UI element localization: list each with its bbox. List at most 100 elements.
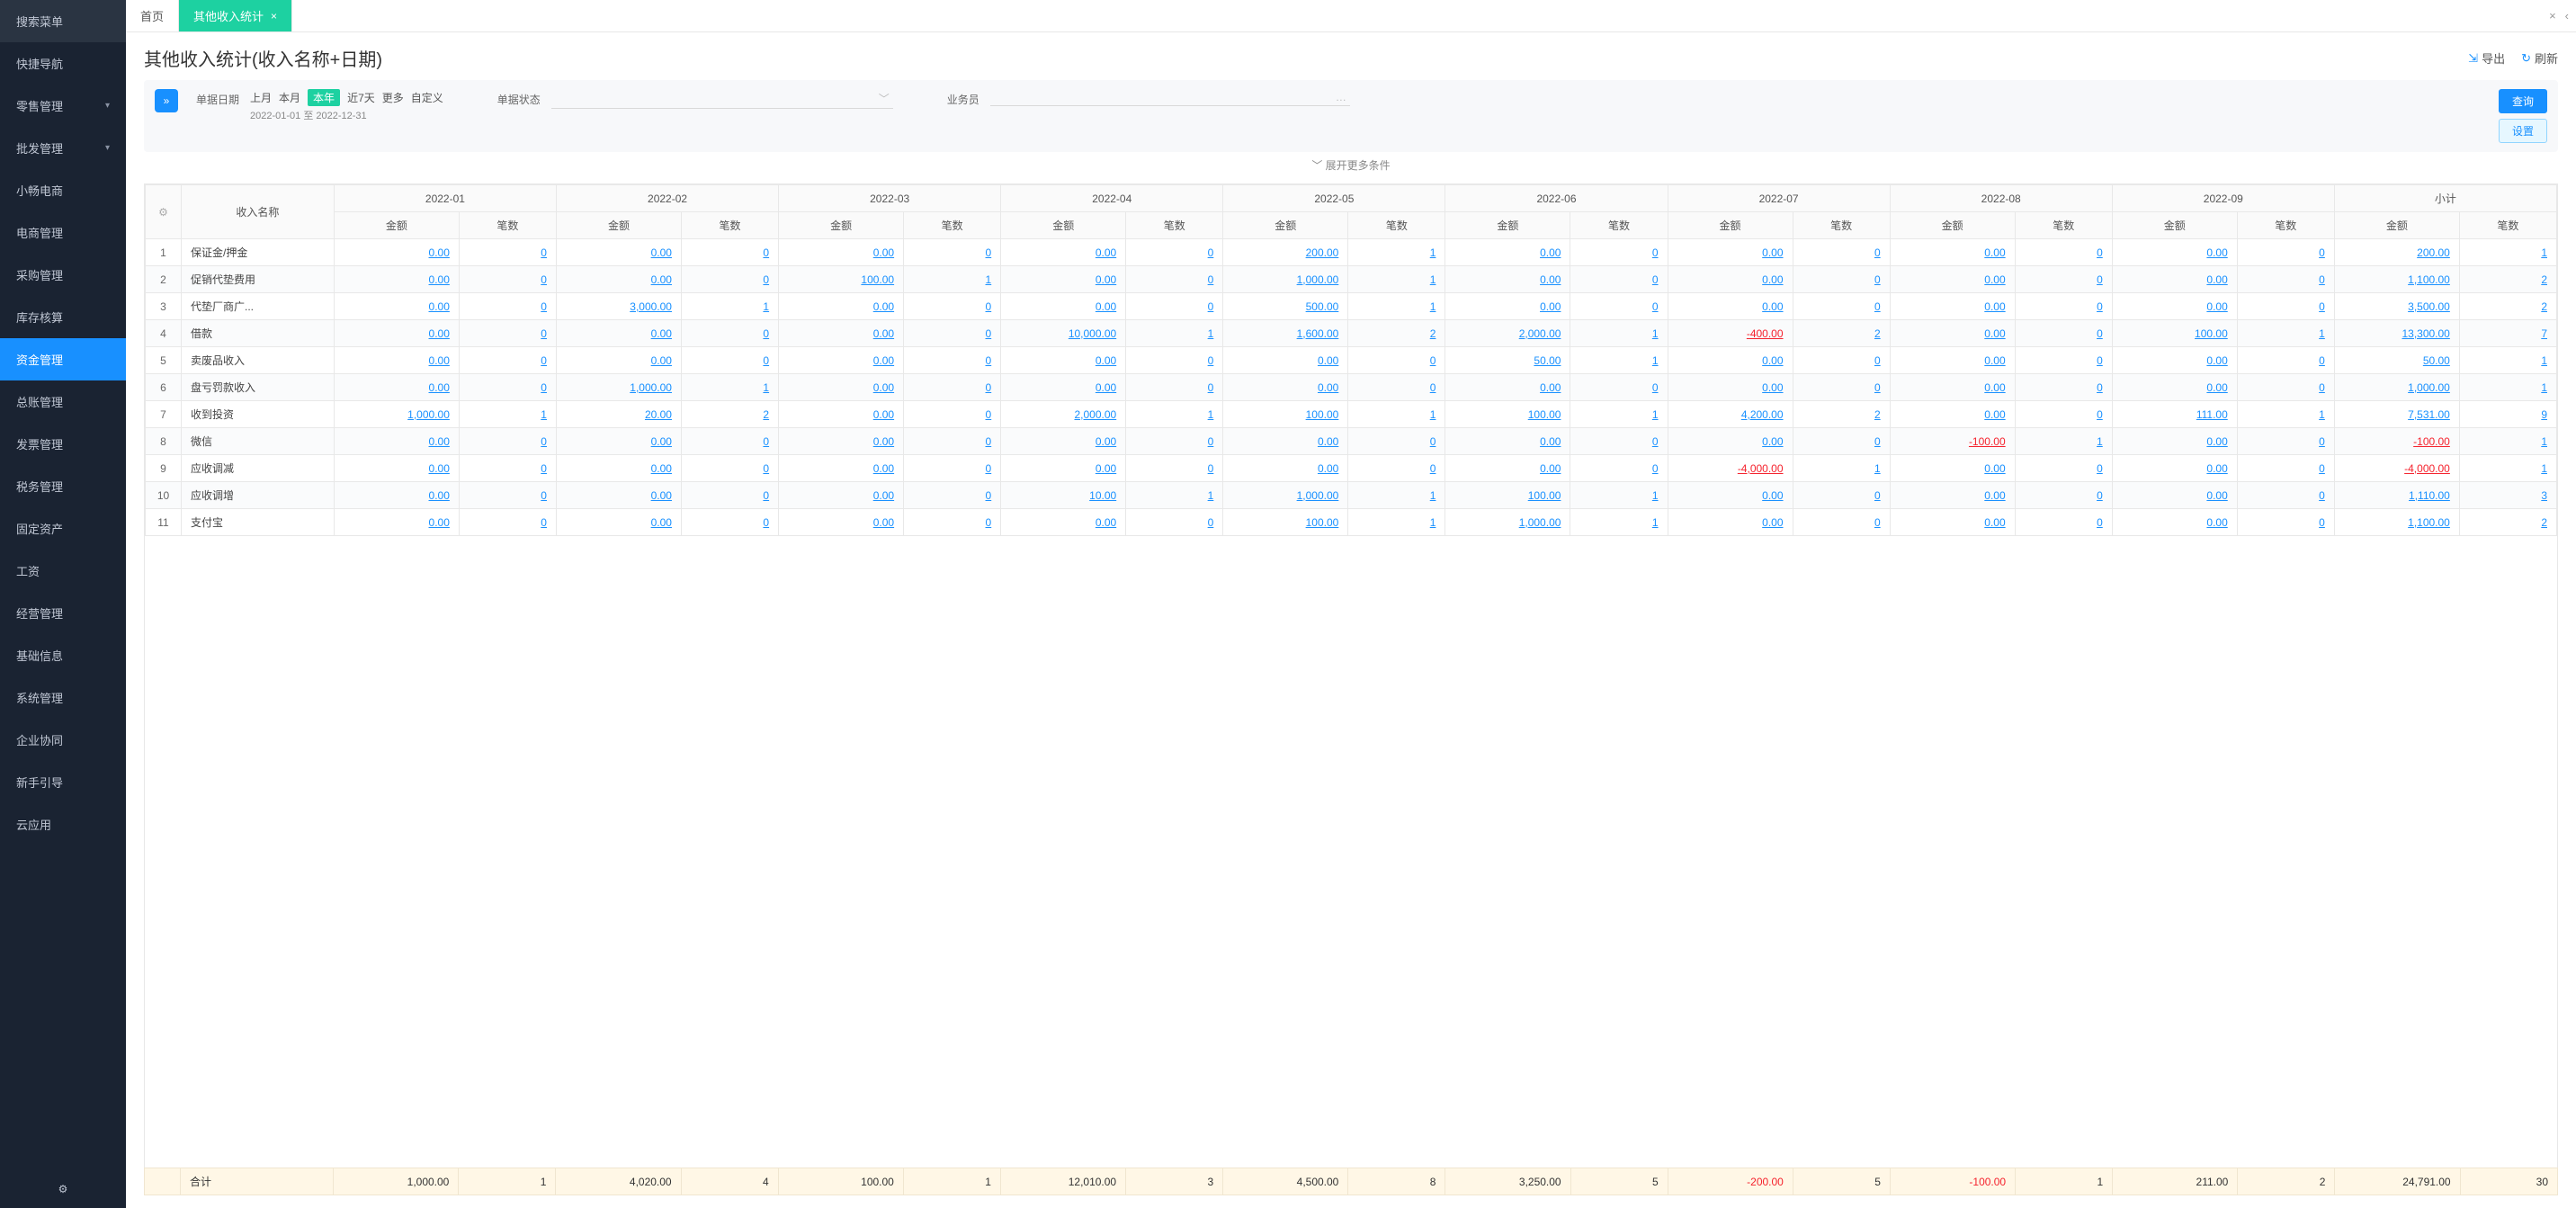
cell-count[interactable]: 0 bbox=[1793, 374, 1890, 401]
cell-amount[interactable]: 0.00 bbox=[556, 428, 681, 455]
cell-count[interactable]: 0 bbox=[681, 320, 778, 347]
cell-count[interactable]: 2 bbox=[1348, 320, 1445, 347]
cell-subtotal-cnt[interactable]: 2 bbox=[2459, 509, 2556, 536]
cell-amount[interactable]: 10.00 bbox=[1001, 482, 1126, 509]
cell-amount[interactable]: 500.00 bbox=[1223, 293, 1348, 320]
cell-amount[interactable]: 0.00 bbox=[1890, 320, 2015, 347]
cell-count[interactable]: 1 bbox=[1793, 455, 1890, 482]
cell-amount[interactable]: 0.00 bbox=[1223, 347, 1348, 374]
cell-count[interactable]: 1 bbox=[2237, 401, 2334, 428]
cell-count[interactable]: 0 bbox=[1793, 428, 1890, 455]
sidebar-item[interactable]: 资金管理 bbox=[0, 338, 126, 380]
cell-count[interactable]: 1 bbox=[681, 374, 778, 401]
sidebar-item[interactable]: 库存核算 bbox=[0, 296, 126, 338]
cell-count[interactable]: 0 bbox=[681, 347, 778, 374]
cell-count[interactable]: 0 bbox=[2237, 347, 2334, 374]
cell-count[interactable]: 0 bbox=[1126, 347, 1223, 374]
cell-subtotal-cnt[interactable]: 1 bbox=[2459, 428, 2556, 455]
cell-amount[interactable]: 0.00 bbox=[1668, 293, 1793, 320]
cell-amount[interactable]: 0.00 bbox=[1223, 428, 1348, 455]
cell-amount[interactable]: 0.00 bbox=[1668, 266, 1793, 293]
sidebar-item[interactable]: 企业协同 bbox=[0, 719, 126, 761]
cell-amount[interactable]: 0.00 bbox=[1223, 455, 1348, 482]
cell-count[interactable]: 0 bbox=[1570, 293, 1668, 320]
cell-amount[interactable]: 0.00 bbox=[779, 320, 904, 347]
cell-amount[interactable]: 0.00 bbox=[779, 239, 904, 266]
cell-subtotal-amt[interactable]: -100.00 bbox=[2334, 428, 2459, 455]
search-button[interactable]: 查询 bbox=[2499, 89, 2547, 113]
cell-count[interactable]: 0 bbox=[2237, 374, 2334, 401]
cell-amount[interactable]: 0.00 bbox=[1890, 266, 2015, 293]
cell-count[interactable]: 1 bbox=[1570, 401, 1668, 428]
cell-subtotal-cnt[interactable]: 1 bbox=[2459, 455, 2556, 482]
cell-count[interactable]: 0 bbox=[1570, 239, 1668, 266]
cell-count[interactable]: 0 bbox=[1570, 455, 1668, 482]
cell-subtotal-amt[interactable]: 1,100.00 bbox=[2334, 509, 2459, 536]
cell-amount[interactable]: 200.00 bbox=[1223, 239, 1348, 266]
cell-count[interactable]: 0 bbox=[2237, 266, 2334, 293]
cell-count[interactable]: 0 bbox=[681, 266, 778, 293]
cell-count[interactable]: 0 bbox=[1570, 428, 1668, 455]
sidebar-item[interactable]: 搜索菜单 bbox=[0, 0, 126, 42]
cell-amount[interactable]: 0.00 bbox=[1445, 374, 1570, 401]
cell-count[interactable]: 1 bbox=[1348, 509, 1445, 536]
cell-amount[interactable]: 3,000.00 bbox=[556, 293, 681, 320]
cell-count[interactable]: 0 bbox=[1126, 239, 1223, 266]
cell-amount[interactable]: 0.00 bbox=[1890, 455, 2015, 482]
cell-amount[interactable]: 0.00 bbox=[1668, 347, 1793, 374]
date-option[interactable]: 上月 bbox=[250, 90, 272, 105]
cell-count[interactable]: 0 bbox=[2237, 428, 2334, 455]
cell-count[interactable]: 1 bbox=[1348, 293, 1445, 320]
cell-amount[interactable]: 1,000.00 bbox=[556, 374, 681, 401]
column-settings-button[interactable]: ⚙ bbox=[146, 185, 182, 239]
cell-count[interactable]: 0 bbox=[904, 293, 1001, 320]
cell-count[interactable]: 0 bbox=[2015, 239, 2112, 266]
cell-count[interactable]: 0 bbox=[2015, 374, 2112, 401]
cell-amount[interactable]: 2,000.00 bbox=[1001, 401, 1126, 428]
date-option[interactable]: 本月 bbox=[279, 90, 300, 105]
cell-count[interactable]: 0 bbox=[904, 455, 1001, 482]
cell-amount[interactable]: 0.00 bbox=[1001, 428, 1126, 455]
sidebar-settings[interactable]: ⚙ bbox=[0, 1170, 126, 1208]
cell-amount[interactable]: 0.00 bbox=[556, 320, 681, 347]
cell-amount[interactable]: 0.00 bbox=[1890, 374, 2015, 401]
cell-count[interactable]: 0 bbox=[2015, 320, 2112, 347]
cell-count[interactable]: 0 bbox=[1348, 455, 1445, 482]
cell-count[interactable]: 0 bbox=[459, 482, 556, 509]
cell-count[interactable]: 0 bbox=[1126, 428, 1223, 455]
sidebar-item[interactable]: 小畅电商 bbox=[0, 169, 126, 211]
cell-amount[interactable]: 100.00 bbox=[1223, 401, 1348, 428]
cell-count[interactable]: 0 bbox=[2015, 347, 2112, 374]
sidebar-item[interactable]: 发票管理 bbox=[0, 423, 126, 465]
cell-count[interactable]: 1 bbox=[1126, 482, 1223, 509]
cell-count[interactable]: 0 bbox=[1793, 482, 1890, 509]
cell-count[interactable]: 0 bbox=[1570, 266, 1668, 293]
cell-subtotal-amt[interactable]: 13,300.00 bbox=[2334, 320, 2459, 347]
cell-amount[interactable]: 0.00 bbox=[1223, 374, 1348, 401]
cell-amount[interactable]: 0.00 bbox=[1668, 509, 1793, 536]
cell-amount[interactable]: 0.00 bbox=[1001, 266, 1126, 293]
cell-count[interactable]: 0 bbox=[1348, 347, 1445, 374]
cell-count[interactable]: 1 bbox=[1570, 347, 1668, 374]
cell-amount[interactable]: 100.00 bbox=[1445, 482, 1570, 509]
cell-count[interactable]: 0 bbox=[681, 239, 778, 266]
date-option[interactable]: 本年 bbox=[308, 89, 340, 106]
cell-amount[interactable]: 0.00 bbox=[1668, 374, 1793, 401]
cell-amount[interactable]: 0.00 bbox=[779, 428, 904, 455]
cell-amount[interactable]: 0.00 bbox=[556, 455, 681, 482]
cell-count[interactable]: 0 bbox=[904, 428, 1001, 455]
cell-count[interactable]: 0 bbox=[1793, 347, 1890, 374]
cell-amount[interactable]: 50.00 bbox=[1445, 347, 1570, 374]
cell-amount[interactable]: 0.00 bbox=[779, 293, 904, 320]
cell-amount[interactable]: 0.00 bbox=[334, 347, 459, 374]
sales-select[interactable]: … bbox=[990, 89, 1350, 106]
cell-amount[interactable]: 0.00 bbox=[334, 482, 459, 509]
filter-collapse-button[interactable]: » bbox=[155, 89, 178, 112]
cell-amount[interactable]: 0.00 bbox=[1890, 293, 2015, 320]
cell-count[interactable]: 0 bbox=[904, 320, 1001, 347]
cell-count[interactable]: 2 bbox=[681, 401, 778, 428]
cell-amount[interactable]: 100.00 bbox=[1445, 401, 1570, 428]
cell-count[interactable]: 0 bbox=[2015, 266, 2112, 293]
cell-count[interactable]: 0 bbox=[904, 239, 1001, 266]
cell-amount[interactable]: 0.00 bbox=[2112, 455, 2237, 482]
